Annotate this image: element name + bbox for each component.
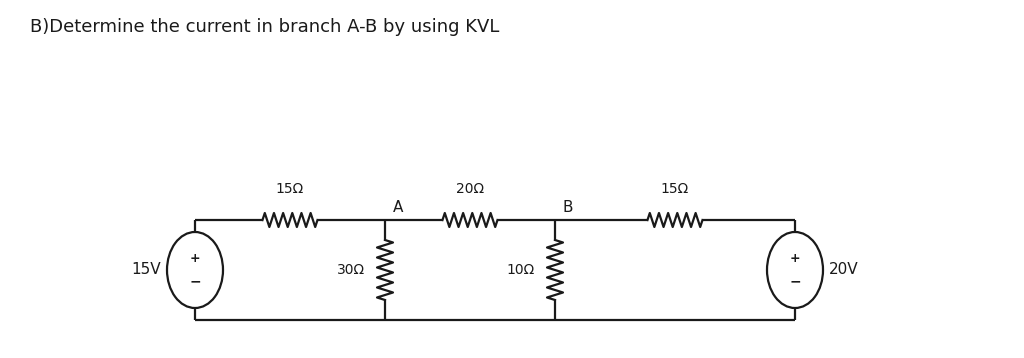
Text: 20Ω: 20Ω bbox=[456, 182, 484, 196]
Text: −: − bbox=[189, 274, 201, 289]
Text: 30Ω: 30Ω bbox=[337, 263, 365, 277]
Text: A: A bbox=[393, 200, 403, 215]
Text: 15Ω: 15Ω bbox=[275, 182, 304, 196]
Text: +: + bbox=[790, 252, 801, 265]
Text: −: − bbox=[790, 274, 801, 289]
Text: B: B bbox=[563, 200, 573, 215]
Text: 20V: 20V bbox=[829, 262, 859, 277]
Text: 10Ω: 10Ω bbox=[507, 263, 535, 277]
Text: 15V: 15V bbox=[131, 262, 161, 277]
Text: 15Ω: 15Ω bbox=[660, 182, 689, 196]
Text: +: + bbox=[189, 252, 201, 265]
Text: B)Determine the current in branch A-B by using KVL: B)Determine the current in branch A-B by… bbox=[30, 18, 500, 36]
